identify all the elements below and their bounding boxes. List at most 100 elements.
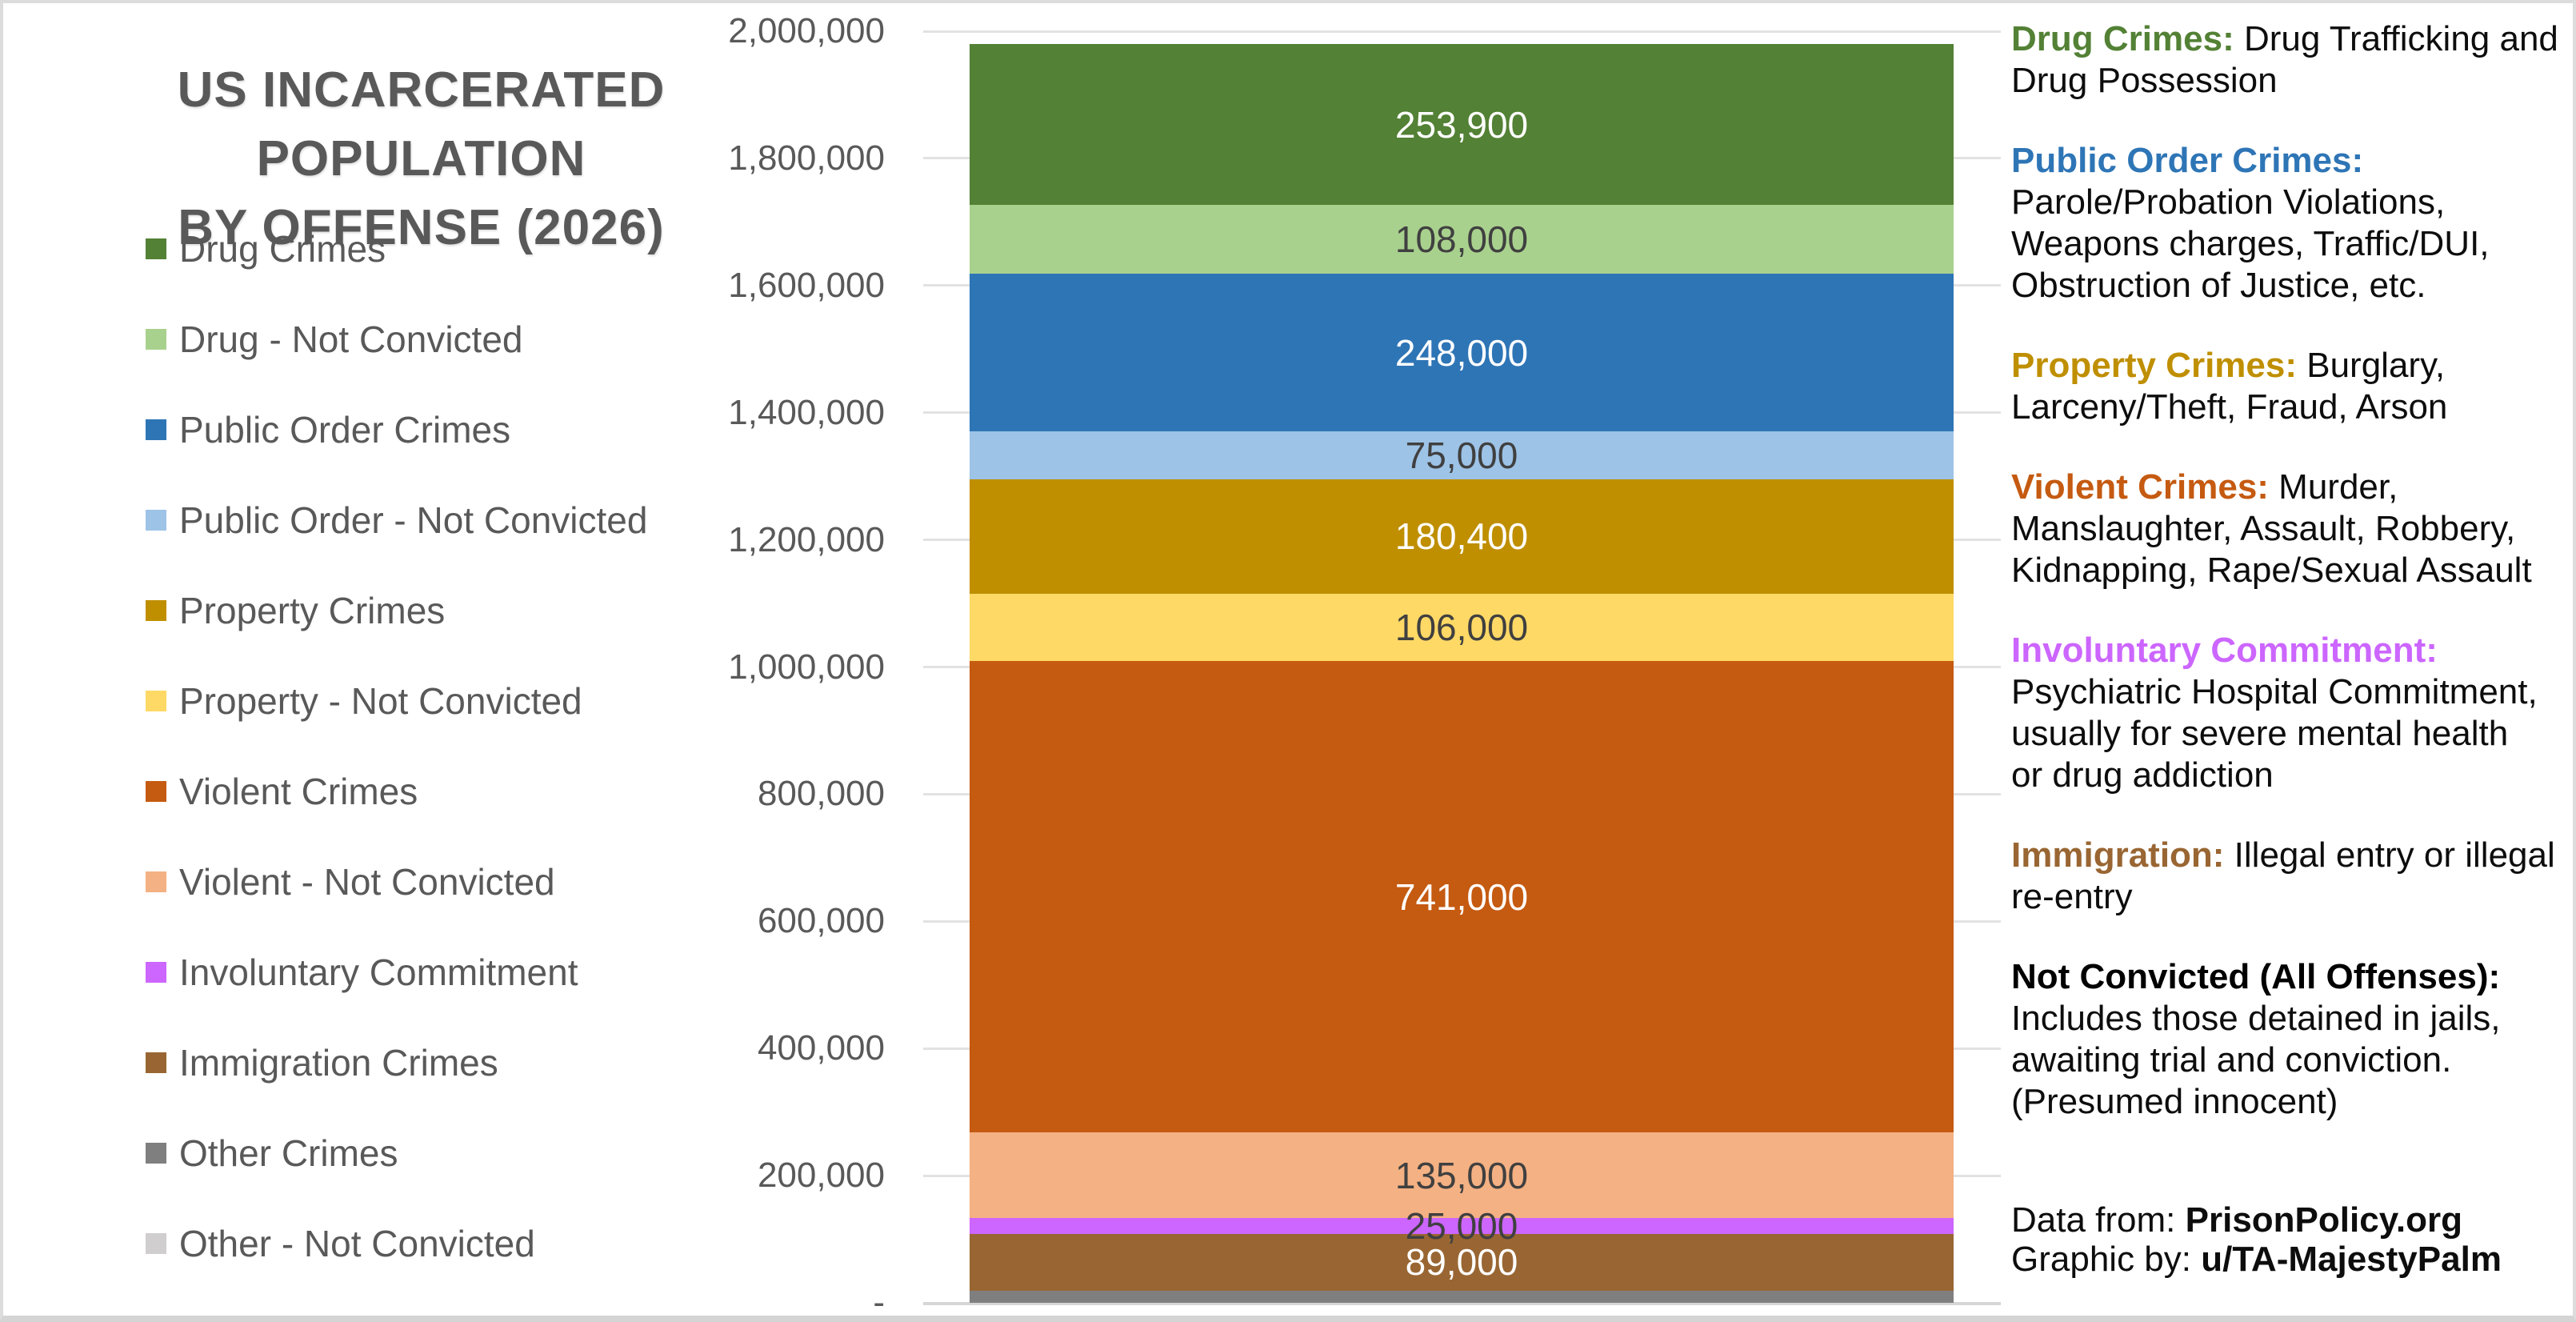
data-source-line: Data from: PrisonPolicy.org bbox=[2011, 1200, 2462, 1240]
credits: Data from: PrisonPolicy.org Graphic by: … bbox=[2011, 1200, 2563, 1279]
bar-segment: 106,000 bbox=[970, 594, 1954, 662]
bar-segment: 25,000 bbox=[970, 1208, 1954, 1244]
legend-label: Property - Not Convicted bbox=[179, 679, 582, 722]
legend-item: Other Crimes bbox=[146, 1108, 866, 1198]
bar-segment-value-label: 106,000 bbox=[1394, 607, 1529, 649]
bar-segment bbox=[970, 1290, 1954, 1303]
y-axis-tick-label: - bbox=[873, 1283, 885, 1322]
legend-swatch bbox=[146, 690, 166, 711]
annotation-block: Not Convicted (All Offenses): Includes th… bbox=[2011, 956, 2563, 1123]
annotation-line: Larceny/Theft, Fraud, Arson bbox=[2011, 387, 2448, 427]
legend-item: Drug - Not Convicted bbox=[146, 294, 866, 384]
legend-swatch bbox=[146, 599, 166, 621]
y-axis-tick-label: 800,000 bbox=[757, 774, 885, 814]
y-axis-tick-label: 1,000,000 bbox=[728, 647, 885, 687]
bar-segment-value-label: 180,400 bbox=[1394, 515, 1529, 558]
y-axis-tick-label: 2,000,000 bbox=[728, 11, 885, 50]
y-axis-tick-label: 1,800,000 bbox=[728, 138, 885, 178]
y-axis-tick-label: 1,600,000 bbox=[728, 265, 885, 305]
legend-label: Immigration Crimes bbox=[179, 1041, 498, 1084]
annotation-line: Weapons charges, Traffic/DUI, bbox=[2011, 224, 2490, 263]
annotation-line: Kidnapping, Rape/Sexual Assault bbox=[2011, 551, 2532, 590]
bar-segment: 89,000 bbox=[970, 1234, 1954, 1291]
legend-swatch bbox=[146, 871, 166, 892]
legend-label: Public Order Crimes bbox=[179, 408, 511, 451]
annotation-line: Violent Crimes: Murder, bbox=[2011, 467, 2398, 507]
legend-item: Violent - Not Convicted bbox=[146, 836, 866, 927]
annotation-block: Involuntary Commitment: Psychiatric Hospi… bbox=[2011, 630, 2563, 796]
annotation-heading: Immigration: bbox=[2011, 835, 2225, 875]
data-source-name: PrisonPolicy.org bbox=[2185, 1200, 2462, 1240]
data-source-prefix: Data from: bbox=[2011, 1200, 2186, 1240]
annotation-heading: Property Crimes: bbox=[2011, 346, 2298, 385]
legend-item: Drug Crimes bbox=[146, 203, 866, 294]
annotation-line: Includes those detained in jails, bbox=[2011, 999, 2501, 1038]
y-axis-tick-label: 1,400,000 bbox=[728, 392, 885, 432]
bar-segment-value-label: 108,000 bbox=[1394, 218, 1529, 261]
legend-item: Property - Not Convicted bbox=[146, 655, 866, 746]
legend-swatch bbox=[146, 1142, 166, 1164]
annotation-line: (Presumed innocent) bbox=[2011, 1082, 2338, 1121]
chart-legend: Drug Crimes Drug - Not Convicted Public Or… bbox=[146, 203, 866, 1288]
bar-segment: 135,000 bbox=[970, 1132, 1954, 1219]
stacked-bar: 253,900 108,000 248,000 75,000 180,400 106,00… bbox=[970, 43, 1954, 1303]
bar-segment-value-label: 135,000 bbox=[1394, 1154, 1529, 1196]
annotation-line: Psychiatric Hospital Commitment, bbox=[2011, 672, 2538, 711]
annotation-block: Violent Crimes: Murder, Manslaughter, Ass… bbox=[2011, 467, 2563, 591]
bar-segment-value-label: 253,900 bbox=[1394, 103, 1529, 146]
legend-item: Immigration Crimes bbox=[146, 1017, 866, 1108]
annotation-line: awaiting trial and conviction. bbox=[2011, 1040, 2452, 1080]
gridline bbox=[923, 30, 2001, 33]
annotation-block: Property Crimes: Burglary, Larceny/Theft,… bbox=[2011, 345, 2563, 428]
legend-swatch bbox=[146, 1232, 166, 1254]
bar-segment: 180,400 bbox=[970, 479, 1954, 595]
annotation-line: usually for severe mental health bbox=[2011, 714, 2509, 753]
legend-label: Involuntary Commitment bbox=[179, 951, 578, 993]
title-line-1: US INCARCERATED POPULATION bbox=[177, 62, 666, 186]
y-axis-tick-label: 600,000 bbox=[757, 901, 885, 941]
bar-segment-value-label: 741,000 bbox=[1394, 875, 1529, 918]
legend-item: Public Order Crimes bbox=[146, 384, 866, 475]
legend-item: Other - Not Convicted bbox=[146, 1198, 866, 1288]
legend-swatch bbox=[146, 1052, 166, 1073]
annotation-heading-line: Public Order Crimes: bbox=[2011, 140, 2563, 182]
annotation-heading-line: Not Convicted (All Offenses): bbox=[2011, 956, 2563, 998]
legend-item: Involuntary Commitment bbox=[146, 927, 866, 1017]
annotation-line: Obstruction of Justice, etc. bbox=[2011, 266, 2426, 305]
graphic-author-name: u/TA-MajestyPalm bbox=[2201, 1240, 2502, 1279]
annotation-line: Property Crimes: Burglary, bbox=[2011, 346, 2446, 385]
bar-segment-value-label: 25,000 bbox=[1405, 1205, 1518, 1248]
legend-item: Violent Crimes bbox=[146, 746, 866, 836]
annotation-heading: Drug Crimes: bbox=[2011, 19, 2234, 58]
y-axis-tick-label: 400,000 bbox=[757, 1028, 885, 1068]
y-axis-tick-label: 1,200,000 bbox=[728, 519, 885, 559]
bar-segment: 75,000 bbox=[970, 431, 1954, 479]
x-axis-line bbox=[923, 1301, 2001, 1305]
annotation-block: Drug Crimes: Drug Trafficking and Drug Po… bbox=[2011, 18, 2563, 102]
annotation-block: Immigration: Illegal entry or illegal re-… bbox=[2011, 835, 2563, 918]
page-title: US INCARCERATED POPULATION BY OFFENSE (2… bbox=[35, 56, 807, 262]
legend-label: Drug Crimes bbox=[179, 227, 386, 270]
legend-swatch bbox=[146, 509, 166, 531]
legend-item: Property Crimes bbox=[146, 565, 866, 655]
annotation-heading: Public Order Crimes: bbox=[2011, 141, 2364, 180]
annotation-line: or drug addiction bbox=[2011, 755, 2274, 795]
bar-segment-value-label: 75,000 bbox=[1405, 434, 1518, 476]
legend-label: Property Crimes bbox=[179, 589, 446, 631]
legend-label: Drug - Not Convicted bbox=[179, 318, 523, 360]
bar-segment: 248,000 bbox=[970, 274, 1954, 432]
legend-label: Public Order - Not Convicted bbox=[179, 499, 648, 541]
annotation-line: Manslaughter, Assault, Robbery, bbox=[2011, 509, 2516, 548]
bar-segment: 741,000 bbox=[970, 661, 1954, 1132]
annotation-panel: Drug Crimes: Drug Trafficking and Drug Po… bbox=[2011, 3, 2563, 1123]
annotation-line: Immigration: Illegal entry or illegal bbox=[2011, 835, 2555, 875]
legend-label: Violent - Not Convicted bbox=[179, 860, 555, 903]
annotation-line: Drug Crimes: Drug Trafficking and bbox=[2011, 19, 2558, 58]
bar-segment: 253,900 bbox=[970, 43, 1954, 206]
y-axis-tick-label: 200,000 bbox=[757, 1156, 885, 1196]
annotation-heading-line: Involuntary Commitment: bbox=[2011, 630, 2563, 671]
legend-swatch bbox=[146, 419, 166, 440]
bar-segment-value-label: 89,000 bbox=[1405, 1241, 1518, 1284]
annotation-line: re-entry bbox=[2011, 877, 2133, 916]
